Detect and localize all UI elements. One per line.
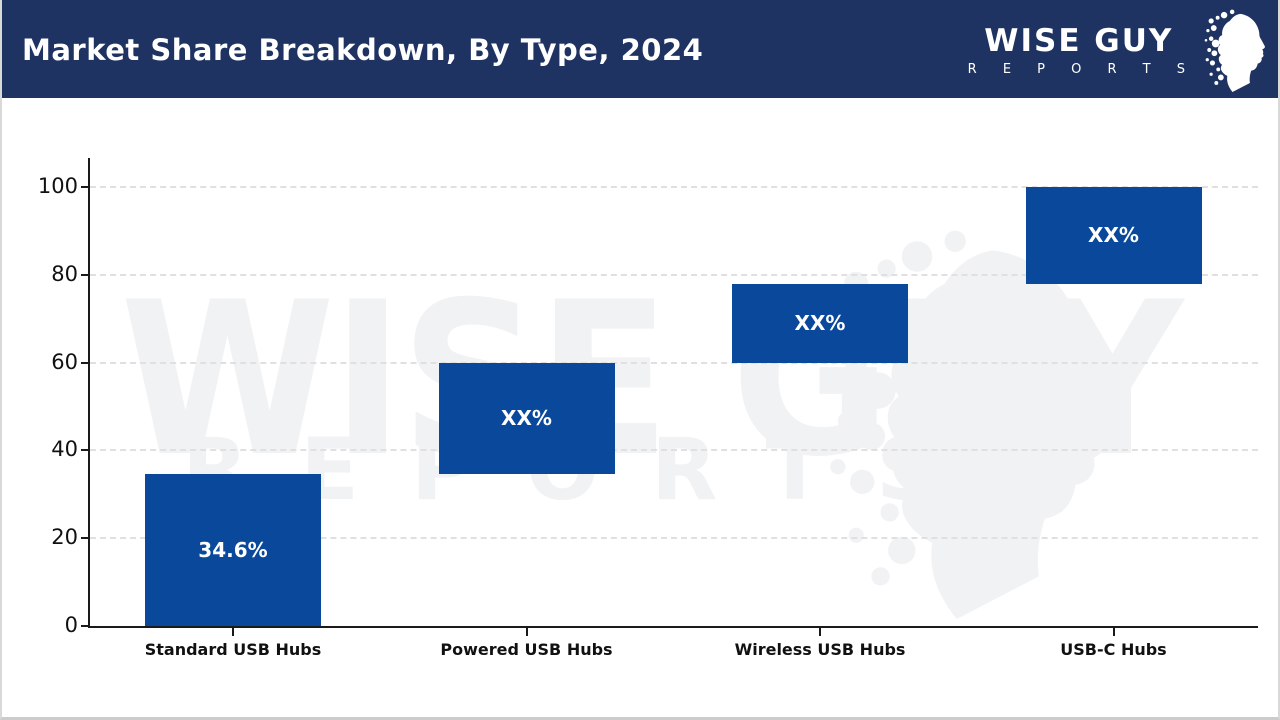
bar-segment: XX% — [438, 362, 615, 475]
bar-value-label: XX% — [1088, 223, 1139, 248]
bar-segment: 34.6% — [145, 474, 321, 626]
x-axis-line — [88, 626, 1258, 628]
y-tick-mark — [81, 186, 90, 188]
x-tick-mark — [1112, 628, 1115, 636]
gridline — [90, 361, 1258, 364]
gridline — [90, 449, 1258, 452]
wiseguy-head-icon — [1204, 9, 1265, 92]
gridline — [90, 186, 1258, 188]
y-tick-label: 80 — [51, 261, 78, 286]
wiseguy-logo-text: WISE GUY R E P O R T S — [962, 23, 1196, 77]
y-tick-label: 20 — [51, 525, 78, 550]
gridline — [90, 273, 1258, 276]
bar-segment: XX% — [732, 283, 908, 363]
y-tick-label: 60 — [51, 349, 78, 374]
x-tick-mark — [819, 628, 821, 636]
y-tick-mark — [81, 625, 90, 627]
y-tick-mark — [81, 273, 90, 276]
bar-value-label: XX% — [794, 311, 846, 336]
y-tick-mark — [81, 449, 90, 452]
x-category-label: Standard USB Hubs — [144, 640, 322, 659]
page-title: Market Share Breakdown, By Type, 2024 — [22, 33, 704, 67]
y-tick-label: 100 — [37, 174, 78, 198]
logo-subtitle: R E P O R T S — [967, 62, 1196, 77]
bar-segment: XX% — [1025, 187, 1202, 284]
header-bar: Market Share Breakdown, By Type, 2024 WI… — [2, 0, 1278, 98]
y-tick-label: 0 — [64, 613, 78, 637]
y-axis-line — [88, 158, 90, 628]
x-tick-mark — [232, 628, 234, 636]
logo-wordmark: WISE GUY — [984, 23, 1174, 59]
x-category-label: USB-C Hubs — [1060, 640, 1167, 659]
bar-value-label: 34.6% — [198, 538, 268, 563]
y-tick-label: 40 — [51, 437, 78, 462]
gridline — [90, 537, 1258, 540]
y-tick-mark — [81, 537, 90, 540]
bar-value-label: XX% — [501, 406, 552, 431]
wiseguy-logo: WISE GUY R E P O R T S — [962, 8, 1274, 92]
x-tick-mark — [525, 628, 528, 636]
y-tick-mark — [81, 361, 90, 364]
x-category-label: Wireless USB Hubs — [734, 640, 906, 659]
x-category-label: Powered USB Hubs — [440, 640, 613, 659]
